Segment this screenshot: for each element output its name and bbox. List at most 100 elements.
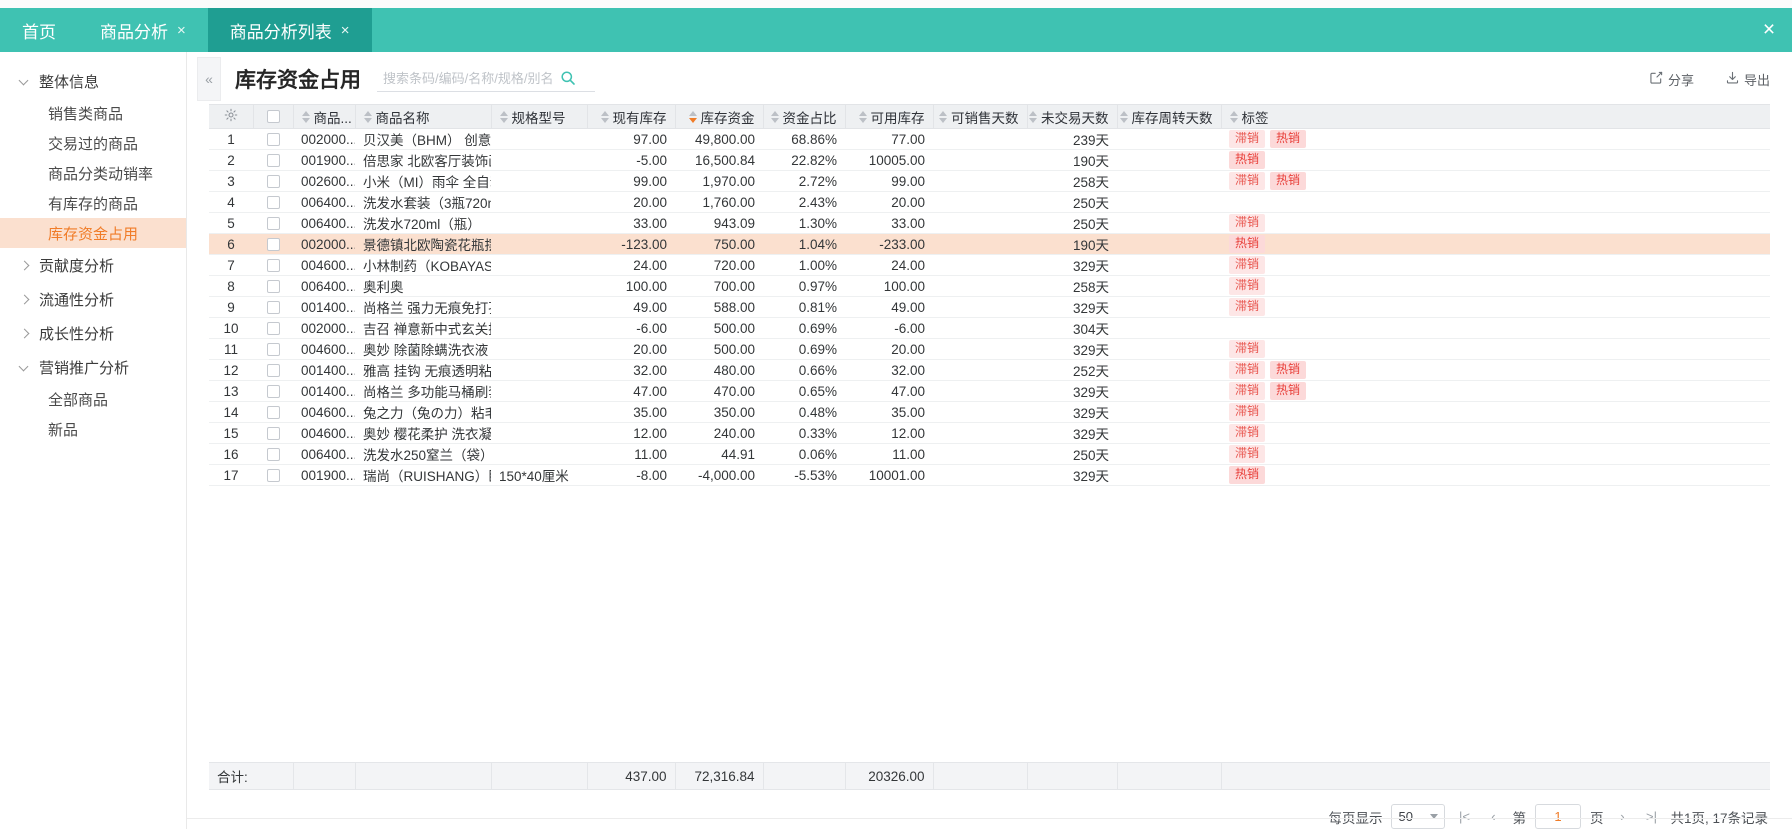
column-available-stock[interactable]: 可用库存	[845, 104, 934, 129]
row-checkbox-cell[interactable]	[253, 212, 293, 234]
share-button[interactable]: 分享	[1650, 70, 1694, 89]
row-checkbox[interactable]	[266, 322, 280, 336]
column-sellable-days[interactable]: 可销售天数	[933, 104, 1028, 129]
table-row[interactable]: 7004600...小林制药（KOBAYASHI）日24.00720.001.0…	[209, 254, 1770, 276]
row-checkbox-cell[interactable]	[253, 170, 293, 192]
row-checkbox[interactable]	[266, 133, 280, 147]
row-checkbox-cell[interactable]	[253, 128, 293, 150]
table-row[interactable]: 2 001900...倍思家 北欧客厅装饰画卧室 -5.0016,500.8422.…	[209, 149, 1770, 171]
row-checkbox-cell[interactable]	[253, 317, 293, 339]
sidebar-group-contribution[interactable]: 贡献度分析	[0, 248, 186, 282]
table-row[interactable]: 6 002000...景德镇北欧陶瓷花瓶摆件 优 -123.00750.001.04…	[209, 233, 1770, 255]
row-checkbox-cell[interactable]	[253, 464, 293, 486]
row-checkbox[interactable]	[266, 364, 280, 378]
column-no-deal-days[interactable]: 未交易天数	[1027, 104, 1118, 129]
last-page-button[interactable]: >|	[1645, 809, 1657, 824]
row-checkbox-cell[interactable]	[253, 401, 293, 423]
row-checkbox[interactable]	[266, 154, 280, 168]
sidebar-item-inventory-capital[interactable]: 库存资金占用	[0, 218, 186, 248]
table-row[interactable]: 1 002000...贝汉美（BHM） 创意北欧客 97.0049,800.0068…	[209, 128, 1770, 150]
row-checkbox[interactable]	[266, 175, 280, 189]
row-checkbox[interactable]	[266, 427, 280, 441]
sort-icon[interactable]	[1029, 110, 1037, 123]
sort-icon[interactable]	[770, 110, 779, 123]
tab-close-icon[interactable]: ×	[340, 21, 350, 39]
table-row[interactable]: 5 006400... 洗发水720ml（瓶） 33.00 943.09 1.30% 33.…	[209, 212, 1770, 234]
sidebar-item-all-products[interactable]: 全部商品	[0, 384, 186, 414]
sidebar-group-growth[interactable]: 成长性分析	[0, 316, 186, 350]
row-checkbox-cell[interactable]	[253, 443, 293, 465]
sort-icon[interactable]	[301, 110, 310, 123]
sort-icon[interactable]	[939, 110, 947, 123]
sort-icon[interactable]	[363, 110, 372, 123]
tab-product-analysis[interactable]: 商品分析 ×	[78, 8, 208, 52]
sidebar-group-circulation[interactable]: 流通性分析	[0, 282, 186, 316]
close-all-tabs-icon[interactable]: ×	[1762, 18, 1776, 41]
row-checkbox-cell[interactable]	[253, 254, 293, 276]
next-page-button[interactable]: ›	[1620, 809, 1625, 824]
sidebar-group-overall[interactable]: 整体信息	[0, 64, 186, 98]
page-number-input[interactable]	[1534, 804, 1581, 829]
row-checkbox[interactable]	[266, 196, 280, 210]
row-checkbox[interactable]	[266, 385, 280, 399]
sidebar-item-category-sales-rate[interactable]: 商品分类动销率	[0, 158, 186, 188]
row-checkbox-cell[interactable]	[253, 191, 293, 213]
search-icon[interactable]	[559, 69, 577, 87]
column-turnover-days[interactable]: 库存周转天数	[1117, 104, 1222, 129]
sidebar-item-sales-products[interactable]: 销售类商品	[0, 98, 186, 128]
row-checkbox[interactable]	[266, 448, 280, 462]
column-settings[interactable]	[209, 104, 254, 129]
per-page-select[interactable]: 50	[1391, 804, 1446, 829]
sort-icon[interactable]	[600, 110, 609, 123]
row-checkbox-cell[interactable]	[253, 380, 293, 402]
select-all-checkbox[interactable]	[266, 110, 280, 123]
table-row[interactable]: 17001900...瑞尚（RUISHANG）卧室沙150*40厘米-8.00-…	[209, 464, 1770, 486]
column-capital-ratio[interactable]: 资金占比	[763, 104, 846, 129]
row-checkbox-cell[interactable]	[253, 275, 293, 297]
column-current-stock[interactable]: 现有库存	[587, 104, 676, 129]
first-page-button[interactable]: |<	[1458, 809, 1470, 824]
sort-icon[interactable]	[499, 110, 508, 123]
sidebar-item-traded-products[interactable]: 交易过的商品	[0, 128, 186, 158]
row-checkbox-cell[interactable]	[253, 359, 293, 381]
column-product-name[interactable]: 商品名称	[355, 104, 492, 129]
table-row[interactable]: 4006400...洗发水套装（3瓶720ml+1支20.001,760.002…	[209, 191, 1770, 213]
sidebar-item-in-stock-products[interactable]: 有库存的商品	[0, 188, 186, 218]
column-tags[interactable]: 标签	[1221, 104, 1770, 129]
tab-close-icon[interactable]: ×	[177, 21, 186, 39]
tab-product-analysis-list[interactable]: 商品分析列表 ×	[207, 8, 372, 52]
table-row[interactable]: 8 006400... 奥利奥 100.00 700.00 0.97% 100.00 258天…	[209, 275, 1770, 297]
row-checkbox[interactable]	[266, 343, 280, 357]
collapse-sidebar-icon[interactable]: «	[197, 57, 221, 101]
row-checkbox[interactable]	[266, 301, 280, 315]
table-row[interactable]: 16 006400... 洗发水250窒兰（袋） 11.00 44.91 0.06% 11.…	[209, 443, 1770, 465]
sort-icon[interactable]	[858, 110, 867, 123]
row-checkbox-cell[interactable]	[253, 296, 293, 318]
sidebar-group-marketing[interactable]: 营销推广分析	[0, 350, 186, 384]
sidebar-item-new-products[interactable]: 新品	[0, 414, 186, 444]
row-checkbox-cell[interactable]	[253, 422, 293, 444]
row-checkbox[interactable]	[266, 406, 280, 420]
row-checkbox[interactable]	[266, 280, 280, 294]
sort-icon[interactable]	[1119, 110, 1128, 123]
prev-page-button[interactable]: ‹	[1491, 809, 1496, 824]
tab-home[interactable]: 首页	[0, 8, 78, 52]
sort-icon[interactable]	[1229, 110, 1238, 123]
row-checkbox-cell[interactable]	[253, 338, 293, 360]
table-row[interactable]: 11 004600... 奥妙 除菌除螨洗衣液 20.00 500.00 0.69% 20.…	[209, 338, 1770, 360]
row-checkbox-cell[interactable]	[253, 233, 293, 255]
row-checkbox[interactable]	[266, 238, 280, 252]
gear-icon[interactable]	[224, 108, 238, 125]
table-row[interactable]: 14004600...兔之力（兔の力）粘毛器粘35.00350.000.48%3…	[209, 401, 1770, 423]
column-select-all[interactable]	[253, 104, 294, 129]
sort-icon-desc[interactable]	[688, 110, 697, 123]
column-inventory-capital[interactable]: 库存资金	[675, 104, 764, 129]
row-checkbox-cell[interactable]	[253, 149, 293, 171]
column-product-code[interactable]: 商品...	[293, 104, 356, 129]
